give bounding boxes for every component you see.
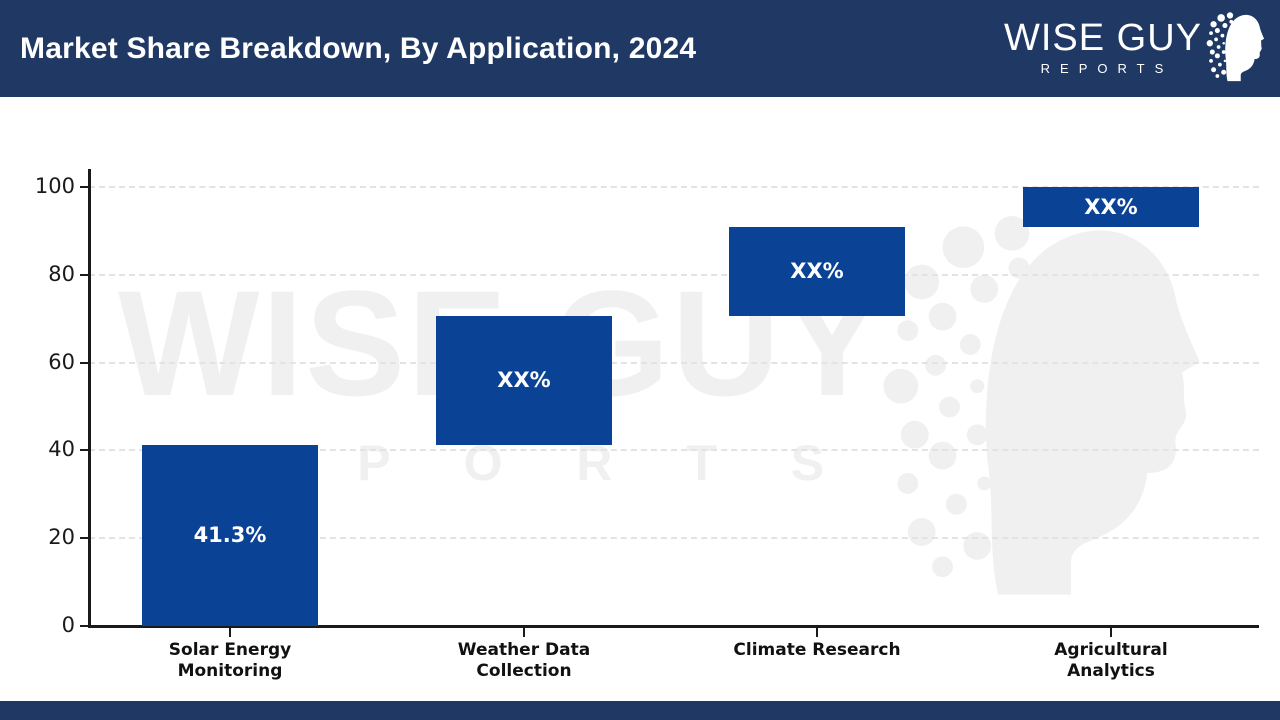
y-tick-mark xyxy=(80,273,89,276)
gridline xyxy=(89,449,1259,452)
wiseguy-face-icon xyxy=(1206,6,1266,88)
bar-segment: XX% xyxy=(1023,187,1199,227)
x-category-label: Climate Research xyxy=(733,640,901,660)
y-axis-spine xyxy=(88,169,91,628)
x-tick-mark xyxy=(229,628,231,637)
y-tick-mark xyxy=(80,537,89,540)
gridline xyxy=(89,361,1259,364)
x-axis-spine xyxy=(88,625,1259,628)
watermark-face-icon xyxy=(880,212,1210,602)
x-category-label: Weather Data Collection xyxy=(457,640,591,681)
footer-bar xyxy=(0,701,1280,720)
bar-value-label: XX% xyxy=(1084,194,1138,219)
y-tick-mark xyxy=(80,186,89,188)
y-tick-label: 80 xyxy=(48,261,75,286)
y-tick-mark xyxy=(80,625,89,627)
gridline xyxy=(89,186,1259,188)
y-tick-mark xyxy=(80,449,89,452)
x-category-label: Agricultural Analytics xyxy=(1054,640,1168,681)
bar-segment: 41.3% xyxy=(142,444,318,626)
bar-value-label: XX% xyxy=(790,259,844,284)
header-bar: Market Share Breakdown, By Application, … xyxy=(0,0,1280,97)
bar-value-label: XX% xyxy=(497,368,551,393)
x-tick-mark xyxy=(523,628,525,637)
bar-segment: XX% xyxy=(436,316,612,445)
gridline xyxy=(89,537,1259,540)
y-tick-label: 60 xyxy=(48,349,75,374)
y-tick-label: 40 xyxy=(48,437,75,462)
x-tick-mark xyxy=(1110,628,1112,637)
bar-segment: XX% xyxy=(729,226,905,317)
brand-subtitle: REPORTS xyxy=(1040,61,1174,76)
x-tick-mark xyxy=(816,628,818,637)
y-tick-label: 20 xyxy=(48,525,75,550)
chart-title: Market Share Breakdown, By Application, … xyxy=(20,31,697,65)
bar-value-label: 41.3% xyxy=(193,523,267,548)
brand-name: WISE GUY xyxy=(1003,17,1202,59)
y-tick-mark xyxy=(80,361,89,364)
brand-logo: WISE GUY REPORTS xyxy=(1004,6,1266,88)
brand-logo-text: WISE GUY REPORTS xyxy=(1004,19,1202,75)
y-tick-label: 100 xyxy=(34,174,75,198)
y-tick-label: 0 xyxy=(61,613,75,637)
gridline xyxy=(89,273,1259,276)
x-category-label: Solar Energy Monitoring xyxy=(168,640,292,681)
